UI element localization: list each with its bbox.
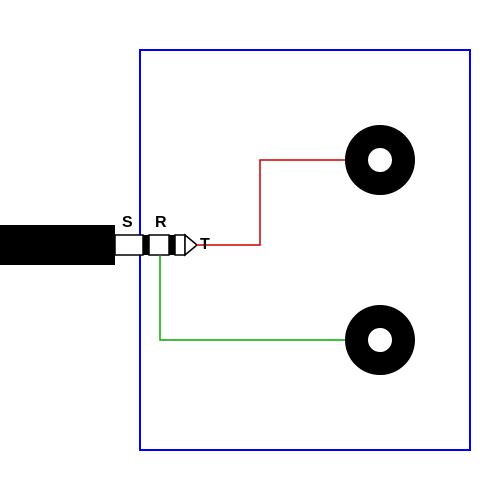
jack-insulator-2 xyxy=(169,235,175,255)
jack-insulator-1 xyxy=(143,235,149,255)
label-ring: R xyxy=(155,214,167,232)
jack-tip-body xyxy=(175,235,185,255)
jack-tip-point xyxy=(185,235,197,255)
jack-cable xyxy=(0,225,115,265)
wire-ring-green xyxy=(160,255,345,340)
speaker-bottom-hole xyxy=(368,328,392,352)
label-tip: T xyxy=(200,236,210,254)
wire-tip-red xyxy=(197,160,345,245)
speaker-top-hole xyxy=(368,148,392,172)
jack-sleeve xyxy=(115,235,143,255)
label-sleeve: S xyxy=(122,214,133,232)
jack-ring xyxy=(149,235,169,255)
wiring-diagram xyxy=(0,0,500,500)
